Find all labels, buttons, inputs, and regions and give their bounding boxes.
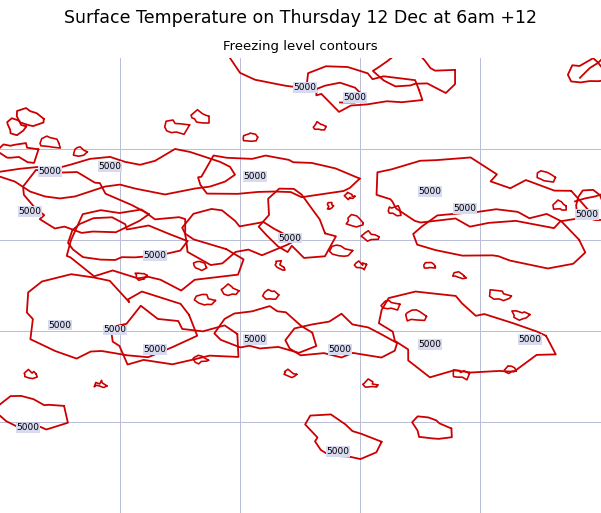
Text: 5000: 5000 [99, 162, 121, 171]
Text: 5000: 5000 [576, 210, 599, 219]
Text: 5000: 5000 [103, 325, 126, 334]
Text: 5000: 5000 [144, 345, 166, 354]
Text: 5000: 5000 [418, 187, 442, 196]
Text: 5000: 5000 [49, 321, 72, 329]
Text: Surface Temperature on Thursday 12 Dec at 6am +12: Surface Temperature on Thursday 12 Dec a… [64, 9, 537, 27]
Text: 5000: 5000 [278, 233, 302, 243]
Text: 5000: 5000 [293, 83, 317, 92]
Text: 5000: 5000 [519, 336, 542, 344]
Text: 5000: 5000 [243, 172, 266, 181]
Text: 5000: 5000 [454, 204, 477, 213]
Text: 5000: 5000 [19, 207, 41, 216]
Text: 5000: 5000 [344, 93, 367, 102]
Text: 5000: 5000 [38, 167, 61, 176]
Text: 5000: 5000 [418, 340, 442, 349]
Text: 5000: 5000 [16, 423, 40, 432]
Text: 5000: 5000 [144, 251, 166, 260]
Text: 5000: 5000 [329, 345, 352, 354]
Text: 5000: 5000 [326, 447, 350, 456]
Text: 5000: 5000 [243, 336, 266, 344]
Text: Freezing level contours: Freezing level contours [223, 40, 378, 52]
